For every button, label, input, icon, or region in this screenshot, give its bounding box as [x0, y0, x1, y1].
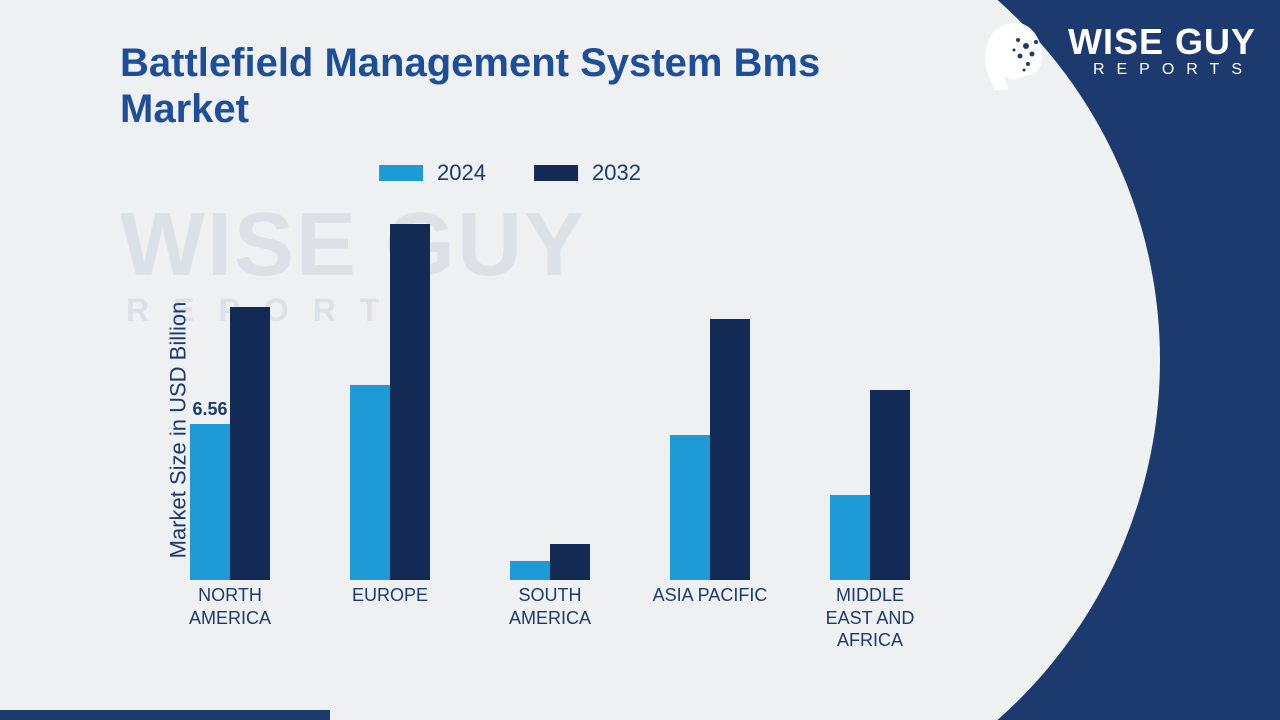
bar-2032	[550, 544, 590, 580]
x-axis-category: EUROPE	[330, 584, 450, 607]
bar-group: 6.56	[170, 200, 290, 580]
bar-2032	[390, 224, 430, 580]
bar-chart: Market Size in USD Billion 2024 2032 6.5…	[60, 160, 960, 700]
bar-2024	[190, 424, 230, 580]
legend-item-2032: 2032	[534, 160, 641, 186]
x-axis-category: ASIA PACIFIC	[650, 584, 770, 607]
x-axis-category: NORTH AMERICA	[170, 584, 290, 629]
bar-group	[810, 200, 930, 580]
legend-label-2024: 2024	[437, 160, 486, 186]
brand-logo: WISE GUY REPORTS	[1068, 24, 1256, 78]
bar-2032	[710, 319, 750, 580]
bar-2024	[350, 385, 390, 580]
bar-2032	[870, 390, 910, 580]
brand-main-text: WISE GUY	[1068, 24, 1256, 60]
bar-group	[490, 200, 610, 580]
brand-sub-text: REPORTS	[1068, 62, 1256, 78]
plot-area: 6.56	[150, 200, 950, 580]
legend-swatch-2024	[379, 165, 423, 181]
bar-2032	[230, 307, 270, 580]
brand-head-icon	[980, 18, 1050, 98]
bar-2024	[830, 495, 870, 581]
bar-2024	[670, 435, 710, 580]
page-root: WISE GUY REPORTS Battlefield Management …	[0, 0, 1280, 720]
legend: 2024 2032	[379, 160, 641, 186]
chart-title: Battlefield Management System Bms Market	[120, 40, 880, 132]
legend-label-2032: 2032	[592, 160, 641, 186]
x-axis-category: MIDDLE EAST AND AFRICA	[810, 584, 930, 652]
footer-accent-bar	[0, 710, 330, 720]
x-axis-category: SOUTH AMERICA	[490, 584, 610, 629]
bar-group	[330, 200, 450, 580]
bar-value-label: 6.56	[180, 399, 240, 420]
legend-item-2024: 2024	[379, 160, 486, 186]
bar-2024	[510, 561, 550, 580]
legend-swatch-2032	[534, 165, 578, 181]
bar-group	[650, 200, 770, 580]
